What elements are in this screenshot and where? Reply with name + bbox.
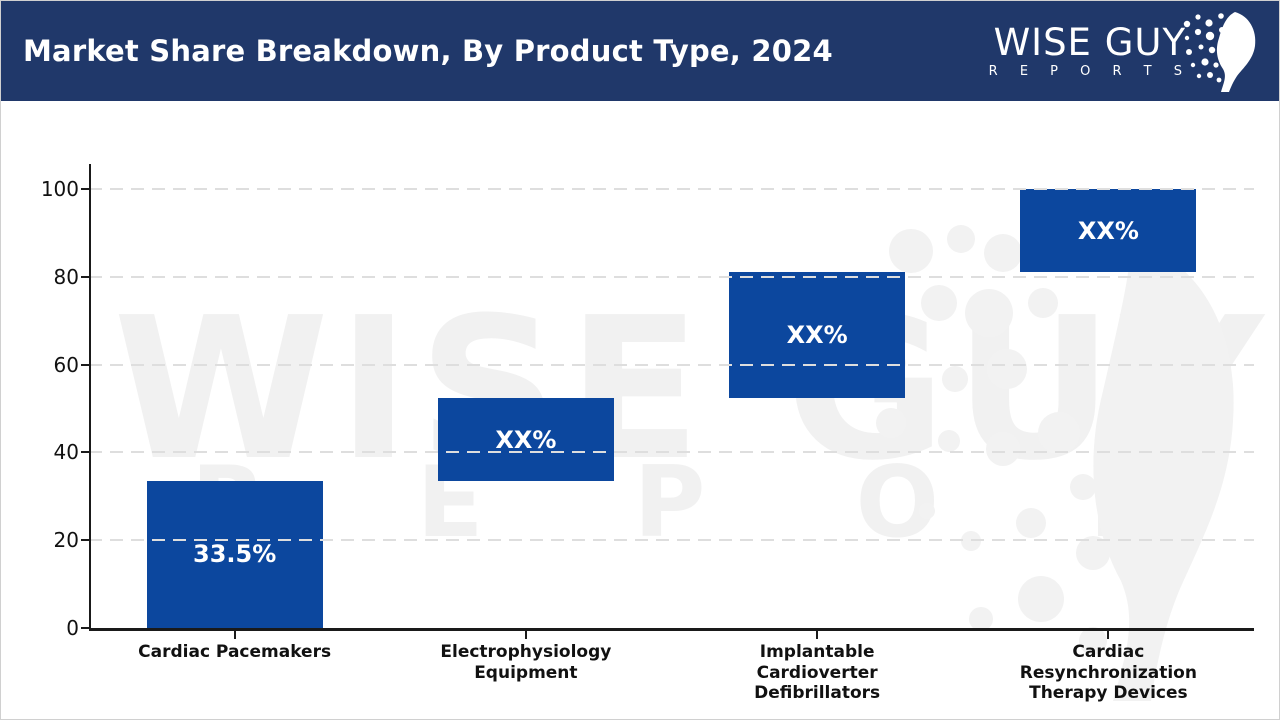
y-tick (81, 188, 89, 190)
gridline (89, 363, 1254, 366)
y-tick-label: 20 (53, 528, 79, 553)
bar-value-label: 33.5% (192, 540, 277, 569)
y-tick (81, 451, 89, 454)
grid-layer (1, 101, 1279, 719)
page-title: Market Share Breakdown, By Product Type,… (23, 34, 833, 68)
chart-canvas: WISE GUY R E P O R T S 02040608010033.5%… (1, 101, 1279, 719)
bar-1 (146, 480, 323, 628)
category-label: Electrophysiology Equipment (440, 642, 612, 683)
y-tick (81, 275, 89, 278)
axis-layer (1, 101, 1279, 719)
bars-layer (1, 101, 1279, 719)
bar-value-label: XX% (786, 321, 848, 350)
y-tick-label: 100 (40, 177, 79, 201)
y-tick-label: 0 (66, 616, 79, 640)
x-tick (1107, 630, 1110, 639)
y-tick (81, 363, 89, 366)
y-tick (81, 539, 89, 542)
x-axis-line (89, 628, 1254, 631)
watermark-wordmark: WISE GUY (113, 276, 1272, 504)
gridline (89, 451, 1254, 454)
gridline (89, 275, 1254, 278)
bar-2 (437, 398, 614, 481)
category-label: Cardiac Pacemakers (138, 642, 332, 662)
bar-3 (729, 272, 906, 399)
wise-guy-logo: WISE GUY R E P O R T S (989, 8, 1263, 94)
bar-4 (1020, 189, 1197, 273)
category-label: Implantable Cardioverter Defibrillators (754, 642, 881, 704)
bar-value-label: XX% (495, 425, 557, 454)
header-bar: Market Share Breakdown, By Product Type,… (1, 1, 1279, 101)
logo-wordmark: WISE GUY (993, 21, 1187, 64)
x-tick (816, 630, 819, 639)
gridline (89, 539, 1254, 542)
logo-face-icon (1183, 12, 1256, 92)
bar-value-label: XX% (1077, 216, 1139, 245)
labels-layer: 0 20 40 60 80 100 33.5% Cardiac Pacemakers XX% El… (1, 101, 1279, 719)
x-tick (233, 630, 236, 639)
y-tick-label: 40 (53, 440, 79, 465)
category-label: Cardiac Resynchronization Therapy Device… (1019, 642, 1197, 704)
logo-subtext: R E P O R T S (988, 64, 1191, 79)
y-axis-line (89, 164, 91, 630)
y-tick-label: 60 (53, 352, 79, 377)
y-tick-label: 80 (53, 264, 79, 289)
x-tick (524, 630, 527, 639)
y-tick (81, 627, 89, 629)
gridline (89, 188, 1254, 190)
